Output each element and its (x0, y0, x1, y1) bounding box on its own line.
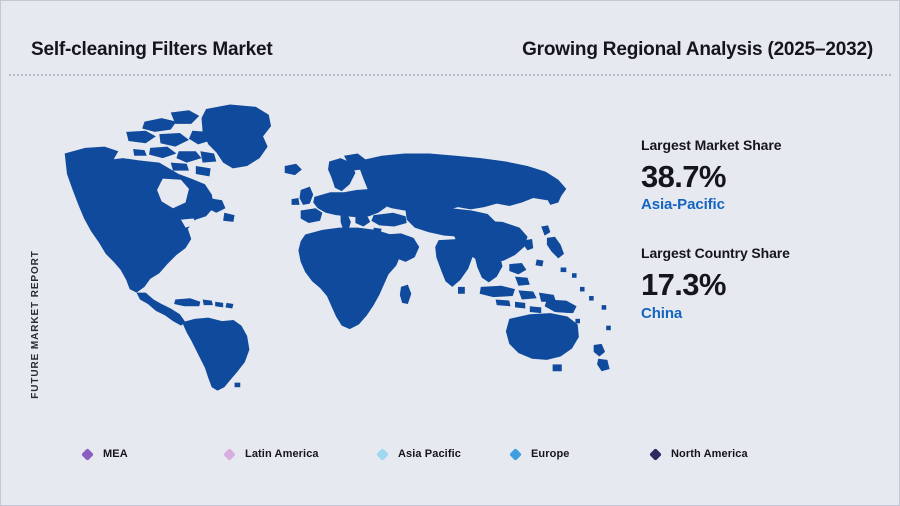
legend-item-mea: MEA (81, 447, 128, 461)
stat-largest-market-share: Largest Market Share 38.7% Asia-Pacific (641, 137, 881, 213)
stat-region: Asia-Pacific (641, 196, 725, 214)
legend-marker-icon (223, 447, 236, 461)
legend-label: Asia Pacific (398, 448, 461, 460)
legend-marker-icon (81, 447, 94, 461)
stats-panel: Largest Market Share 38.7% Asia-Pacific … (641, 137, 881, 322)
brand-vertical-text: FUTURE MARKET REPORT (29, 249, 41, 399)
stat-region: China (641, 304, 683, 322)
header-subtitle: Growing Regional Analysis (2025–2032) (522, 39, 873, 60)
brand-vertical-label: FUTURE MARKET REPORT (27, 229, 43, 419)
stat-label: Largest Market Share (641, 137, 782, 153)
legend-label: Latin America (245, 448, 319, 460)
legend-item-latin-america: Latin America (223, 447, 319, 461)
stat-label: Largest Country Share (641, 245, 790, 262)
map-legend: MEA Latin America Asia Pacific Europe No… (81, 447, 813, 468)
legend-item-europe: Europe (509, 447, 570, 461)
legend-marker-icon (649, 447, 662, 461)
legend-item-north-america: North America (649, 447, 748, 461)
legend-label: Europe (531, 448, 570, 460)
legend-marker-icon (509, 447, 522, 461)
stat-value: 17.3% (641, 267, 727, 303)
stat-largest-country-share: Largest Country Share 17.3% China (641, 245, 881, 321)
legend-label: MEA (103, 448, 128, 460)
header: Self-cleaning Filters Market Growing Reg… (1, 1, 899, 76)
legend-item-asia-pacific: Asia Pacific (376, 447, 461, 461)
page-title: Self-cleaning Filters Market (31, 39, 273, 60)
legend-marker-icon (376, 447, 389, 461)
legend-label: North America (671, 448, 748, 460)
world-map (59, 97, 629, 397)
map-landmasses (64, 104, 611, 391)
stat-value: 38.7% (641, 159, 727, 194)
world-map-svg (64, 104, 611, 391)
header-divider (9, 74, 891, 76)
